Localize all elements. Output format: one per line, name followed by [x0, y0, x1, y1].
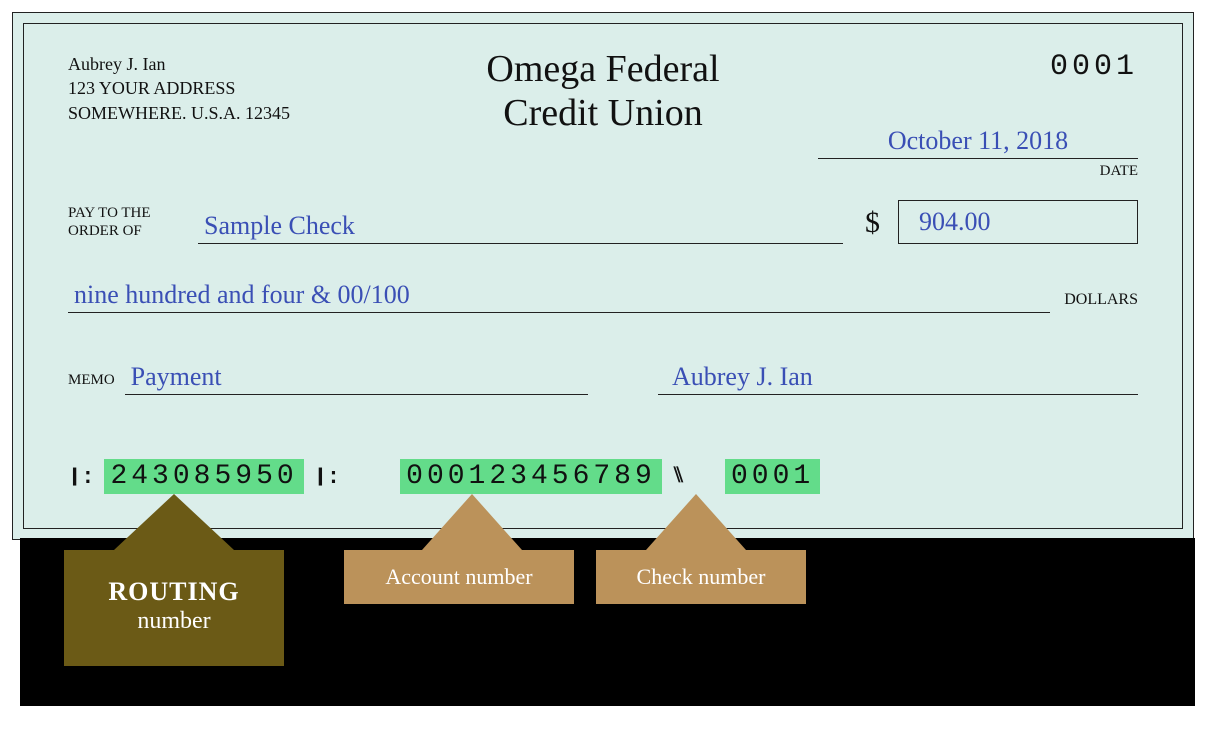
micr-row: ❙: 243085950 ❙: 000123456789 ⑊ 0001	[68, 459, 820, 494]
amount-box: 904.00	[898, 200, 1138, 244]
dollars-label: DOLLARS	[1064, 291, 1138, 313]
check-outer: Aubrey J. Ian 123 YOUR ADDRESS SOMEWHERE…	[12, 12, 1194, 540]
callout-checknum-label: Check number	[596, 550, 806, 604]
routing-number: 243085950	[104, 459, 303, 494]
date-value: October 11, 2018	[818, 126, 1138, 159]
payer-name: Aubrey J. Ian	[68, 52, 290, 76]
memo-block: MEMO Payment	[68, 362, 588, 395]
date-label: DATE	[818, 163, 1138, 180]
check-number-top: 0001	[1050, 50, 1138, 84]
bank-name: Omega Federal Credit Union	[486, 48, 719, 135]
callout-routing-l2: number	[98, 607, 250, 636]
amount-words: nine hundred and four & 00/100	[68, 280, 1050, 313]
callout-pointer-icon	[596, 494, 806, 550]
callout-account-label: Account number	[344, 550, 574, 604]
memo-label: MEMO	[68, 372, 115, 395]
pay-to-label: PAY TO THE ORDER OF	[68, 204, 188, 244]
dollar-sign: $	[853, 206, 888, 244]
pay-to-value: Sample Check	[198, 211, 843, 244]
callout-account: Account number	[344, 494, 574, 604]
account-number: 000123456789	[400, 459, 662, 494]
date-block: October 11, 2018 DATE	[818, 126, 1138, 180]
callout-routing: ROUTING number	[64, 494, 284, 666]
check-inner: Aubrey J. Ian 123 YOUR ADDRESS SOMEWHERE…	[23, 23, 1183, 529]
pay-to-row: PAY TO THE ORDER OF Sample Check $ 904.0…	[68, 200, 1138, 244]
callout-routing-l1: ROUTING	[98, 576, 250, 607]
callout-pointer-icon	[344, 494, 574, 550]
bank-line-2: Credit Union	[486, 92, 719, 136]
callout-checknum: Check number	[596, 494, 806, 604]
micr-transit-icon: ❙:	[68, 464, 94, 490]
micr-transit-icon: ❙:	[314, 464, 340, 490]
bank-line-1: Omega Federal	[486, 48, 719, 92]
signature: Aubrey J. Ian	[658, 362, 1138, 395]
micr-check-number: 0001	[725, 459, 820, 494]
payer-address-2: SOMEWHERE. U.S.A. 12345	[68, 101, 290, 125]
callout-pointer-icon	[64, 494, 284, 550]
amount-words-row: nine hundred and four & 00/100 DOLLARS	[68, 280, 1138, 313]
micr-onus-icon: ⑊	[672, 464, 685, 489]
amount-numeric: 904.00	[919, 207, 991, 237]
memo-value: Payment	[125, 362, 588, 395]
payer-block: Aubrey J. Ian 123 YOUR ADDRESS SOMEWHERE…	[68, 52, 290, 125]
memo-sign-row: MEMO Payment Aubrey J. Ian	[68, 362, 1138, 395]
payer-address-1: 123 YOUR ADDRESS	[68, 76, 290, 100]
